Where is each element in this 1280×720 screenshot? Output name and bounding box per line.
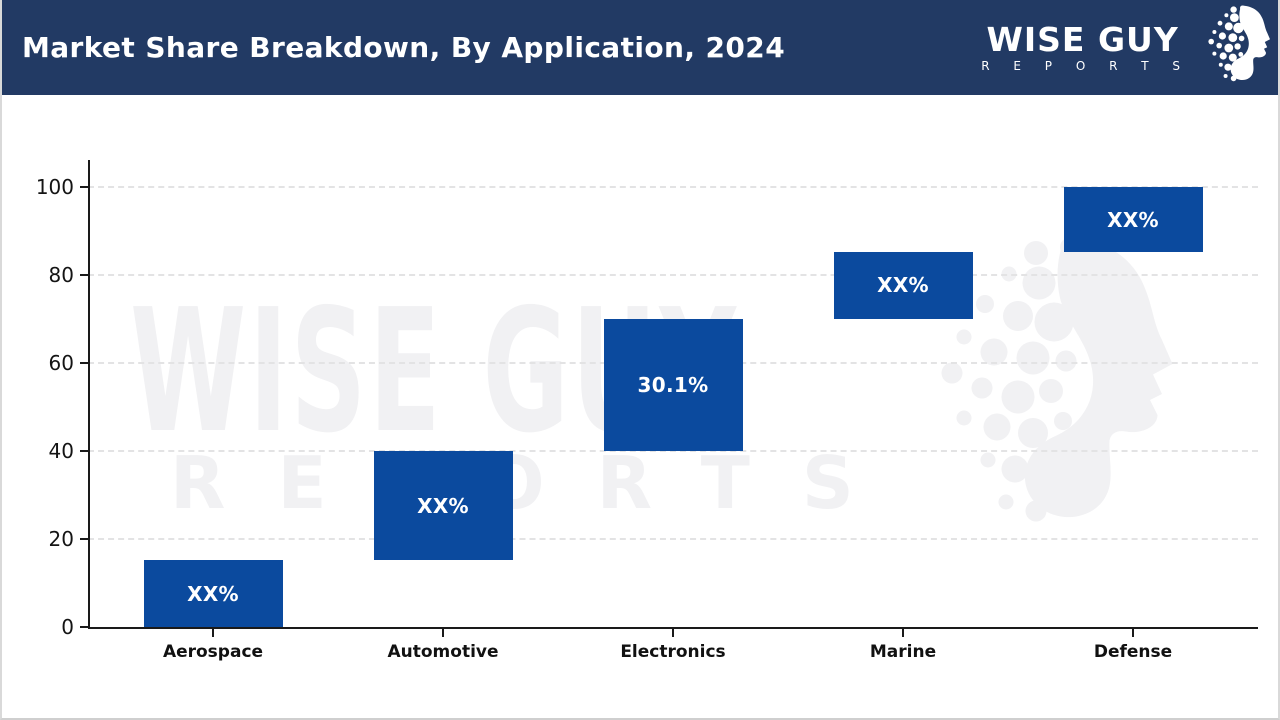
gridline-80: [88, 274, 1258, 276]
header: Market Share Breakdown, By Application, …: [2, 0, 1278, 95]
y-tick-mark: [80, 186, 88, 188]
bar-value-label: XX%: [1107, 207, 1159, 232]
y-tick-mark: [80, 538, 88, 540]
y-tick-mark: [80, 274, 88, 276]
gridline-40: [88, 450, 1258, 452]
y-tick-label: 20: [48, 527, 74, 551]
x-category-label: Marine: [869, 642, 937, 662]
y-tick-label: 60: [48, 351, 74, 375]
y-tick-label: 0: [61, 615, 74, 639]
page-title: Market Share Breakdown, By Application, …: [22, 31, 786, 64]
y-tick-mark: [80, 362, 88, 364]
bar-electronics: 30.1%: [603, 318, 743, 451]
y-tick-label: 100: [35, 175, 74, 199]
x-category-label: Electronics: [620, 642, 726, 662]
x-category-label: Aerospace: [162, 642, 264, 662]
bar-automotive: XX%: [373, 451, 513, 561]
y-tick-label: 80: [48, 263, 74, 287]
x-tick-mark: [212, 629, 214, 637]
logo-subtitle: R E P O R T S: [981, 59, 1190, 73]
y-tick-mark: [80, 450, 88, 452]
x-category-label: Defense: [1093, 642, 1173, 662]
x-axis: [88, 627, 1258, 629]
wiseguy-head-icon: [1208, 5, 1270, 81]
bar-value-label: XX%: [187, 581, 239, 606]
watermark-subtitle: REPORTS: [170, 441, 906, 525]
bar-defense: XX%: [1063, 187, 1203, 253]
x-tick-mark: [1132, 629, 1134, 637]
bar-value-label: XX%: [877, 273, 929, 298]
x-tick-mark: [902, 629, 904, 637]
bar-value-label: 30.1%: [637, 372, 709, 397]
x-category-label: Automotive: [387, 642, 499, 662]
y-axis: [88, 160, 90, 629]
bar-value-label: XX%: [417, 493, 469, 518]
gridline-100: [88, 186, 1258, 188]
chart-area: WISE GUY REPORTS 0 20 40 60 80 100 XX% Aerospac…: [2, 95, 1278, 718]
x-tick-mark: [442, 629, 444, 637]
bar-marine: XX%: [833, 252, 973, 319]
wiseguy-logo: WISE GUY R E P O R T S: [975, 4, 1272, 92]
x-tick-mark: [672, 629, 674, 637]
wiseguy-logo-text: WISE GUY R E P O R T S: [975, 23, 1190, 72]
y-tick-mark: [80, 626, 88, 628]
gridline-20: [88, 538, 1258, 540]
bar-aerospace: XX%: [143, 560, 283, 627]
y-tick-label: 40: [48, 439, 74, 463]
logo-wordmark: WISE GUY: [986, 20, 1179, 59]
